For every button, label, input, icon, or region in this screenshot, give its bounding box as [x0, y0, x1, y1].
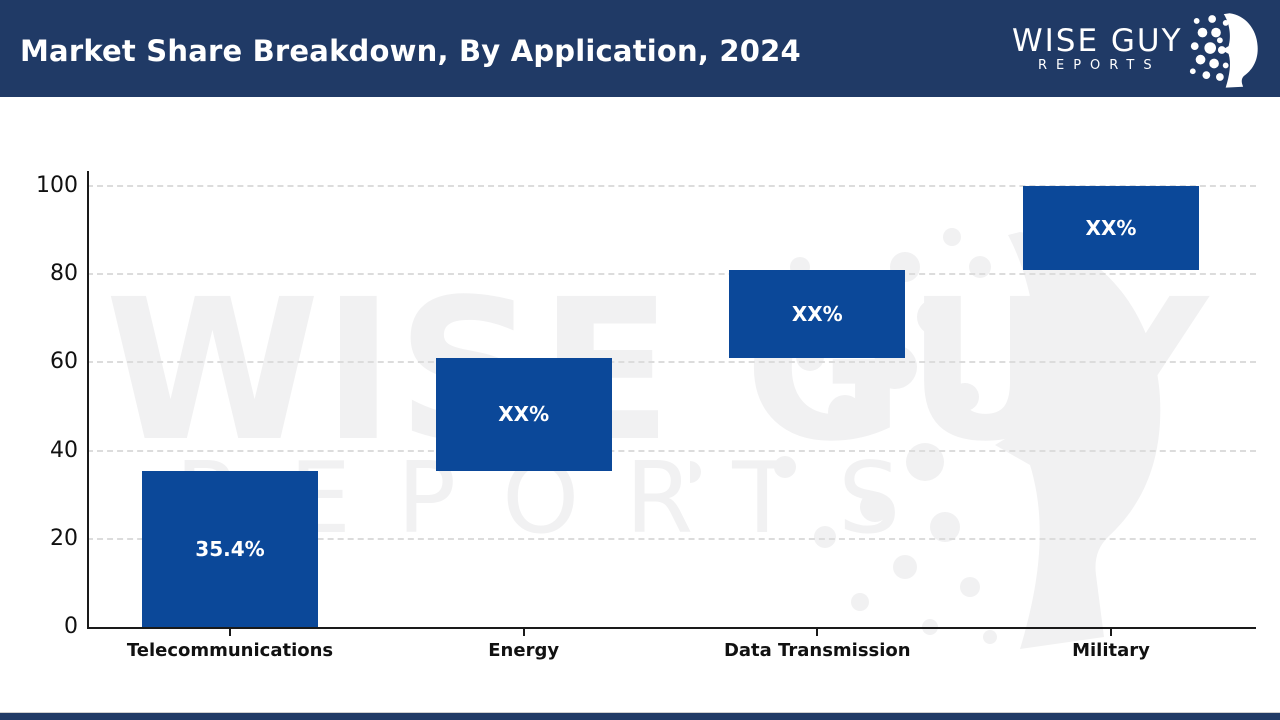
y-axis-spine [87, 171, 89, 629]
bar-value-label: 35.4% [195, 536, 265, 561]
x-category-label: Data Transmission [723, 640, 911, 661]
bar-value-label: XX% [498, 402, 550, 427]
gridline [87, 361, 1256, 364]
brand-logo: WISE GUY REPORTS [1012, 8, 1262, 90]
gridline [87, 185, 1256, 187]
x-tick-mark [816, 629, 819, 636]
logo-face-icon [1189, 13, 1258, 88]
x-axis-line [87, 627, 1256, 629]
bar: XX% [435, 357, 612, 471]
x-category-label: Military [1072, 640, 1150, 661]
logo-subtitle: REPORTS [1037, 58, 1161, 73]
page-title: Market Share Breakdown, By Application, … [20, 34, 801, 68]
y-tick-label: 20 [50, 525, 78, 551]
header-bar: Market Share Breakdown, By Application, … [0, 0, 1280, 97]
brand-logo-text: WISE GUY REPORTS [1012, 24, 1183, 74]
bar-value-label: XX% [791, 301, 843, 326]
bar: XX% [729, 269, 906, 358]
x-tick-mark [1110, 629, 1112, 636]
y-tick-label: 0 [64, 614, 78, 639]
bar-value-label: XX% [1085, 215, 1137, 240]
logo-wordmark: WISE GUY [1012, 23, 1183, 59]
x-tick-mark [522, 629, 525, 636]
gridline [87, 537, 1256, 540]
bar: 35.4% [142, 470, 318, 627]
y-tick-label: 60 [50, 349, 78, 375]
x-tick-mark [229, 629, 231, 636]
chart-area: WISE GUY REPORTS 0 20 40 60 80 100 35.4% Teleco… [0, 97, 1280, 713]
bar: XX% [1023, 186, 1199, 270]
gridline [87, 273, 1256, 276]
x-category-label: Energy [488, 640, 560, 661]
y-tick-label: 100 [36, 173, 78, 198]
gridline [87, 449, 1256, 452]
footer-bar [0, 712, 1280, 720]
y-tick-label: 40 [50, 437, 78, 463]
y-tick-label: 80 [50, 261, 78, 287]
x-category-label: Telecommunications [126, 640, 334, 661]
